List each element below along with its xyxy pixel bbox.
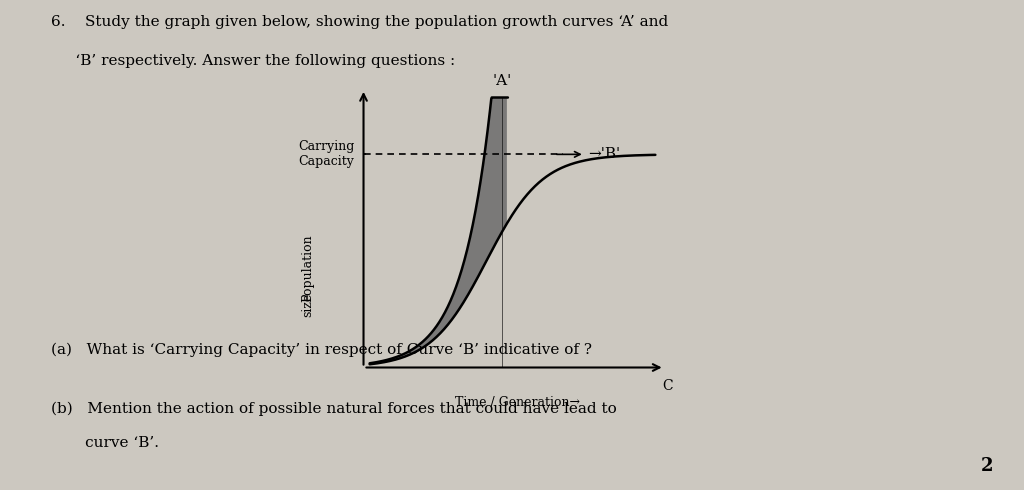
- Text: (b)   Mention the action of possible natural forces that could have lead to: (b) Mention the action of possible natur…: [51, 402, 616, 416]
- Text: Carrying
Capacity: Carrying Capacity: [298, 140, 354, 169]
- Text: size: size: [302, 293, 314, 317]
- Text: →'B': →'B': [588, 147, 620, 161]
- Text: 2: 2: [981, 457, 993, 475]
- Text: C: C: [663, 379, 673, 393]
- Text: 6.    Study the graph given below, showing the population growth curves ‘A’ and: 6. Study the graph given below, showing …: [51, 15, 669, 29]
- Text: (a)   What is ‘Carrying Capacity’ in respect of Curve ‘B’ indicative of ?: (a) What is ‘Carrying Capacity’ in respe…: [51, 343, 592, 357]
- Text: 'A': 'A': [493, 74, 511, 88]
- Text: curve ‘B’.: curve ‘B’.: [51, 436, 159, 450]
- Text: Time / Generation→: Time / Generation→: [455, 396, 580, 409]
- Text: Population: Population: [302, 234, 314, 302]
- Text: ‘B’ respectively. Answer the following questions :: ‘B’ respectively. Answer the following q…: [51, 54, 456, 68]
